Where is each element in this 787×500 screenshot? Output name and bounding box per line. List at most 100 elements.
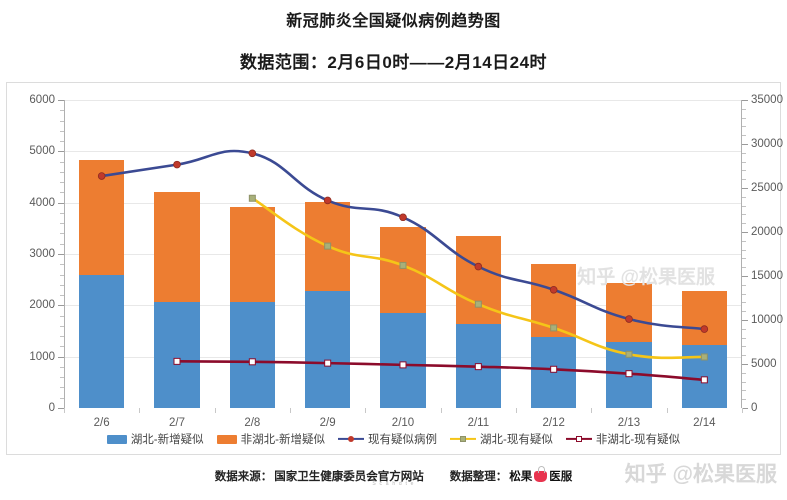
- legend-item[interactable]: 现有疑似病例: [338, 431, 437, 447]
- y-tick-minor-left: [60, 110, 64, 112]
- legend-swatch-line: [338, 434, 364, 444]
- data-point-marker[interactable]: [97, 172, 106, 180]
- y-tick-right: [742, 188, 748, 189]
- gridline: [64, 151, 742, 153]
- bar-segment[interactable]: [606, 282, 652, 343]
- line-series-path: [251, 196, 706, 360]
- data-point-marker[interactable]: [324, 242, 332, 250]
- y-tick-minor-left: [60, 325, 64, 327]
- data-point-marker[interactable]: [625, 370, 633, 378]
- data-point-marker[interactable]: [550, 324, 558, 332]
- bar-group[interactable]: [380, 100, 426, 408]
- y-axis-left-label: 1000: [29, 350, 55, 363]
- legend-item[interactable]: 湖北-现有疑似: [450, 431, 553, 447]
- data-point-marker[interactable]: [399, 213, 407, 222]
- y-tick-left: [58, 408, 64, 409]
- data-point-marker[interactable]: [700, 376, 708, 384]
- y-axis-right-label: 15000: [751, 270, 783, 282]
- bar-segment[interactable]: [79, 274, 125, 408]
- legend-label: 湖北-现有疑似: [480, 434, 553, 446]
- data-point-marker[interactable]: [248, 358, 256, 366]
- y-axis-left-label: 6000: [29, 94, 55, 106]
- legend-label: 非湖北-新增疑似: [240, 434, 325, 446]
- y-tick-minor-left: [60, 264, 64, 266]
- y-tick-right: [742, 276, 748, 277]
- y-axis-left-label: 4000: [29, 196, 55, 209]
- data-point-marker[interactable]: [324, 359, 332, 367]
- data-point-marker[interactable]: [173, 357, 181, 365]
- legend-swatch-bar: [106, 434, 127, 444]
- legend-item[interactable]: 非湖北-现有疑似: [565, 431, 681, 447]
- legend-item[interactable]: 非湖北-新增疑似: [216, 431, 325, 447]
- y-tick-minor-left: [60, 295, 64, 297]
- y-axis-right-label: 5000: [751, 358, 777, 370]
- data-point-marker[interactable]: [399, 361, 407, 369]
- bar-group[interactable]: [229, 100, 275, 408]
- y-tick-right: [742, 320, 748, 321]
- y-tick-minor-left: [60, 284, 64, 286]
- y-tick-minor-left: [60, 171, 64, 173]
- bar-segment[interactable]: [154, 301, 200, 408]
- y-tick-minor-right: [742, 223, 746, 225]
- y-tick-minor-left: [60, 141, 64, 143]
- legend-label: 非湖北-现有疑似: [595, 434, 681, 446]
- data-point-marker[interactable]: [474, 300, 482, 308]
- x-tick: [591, 408, 593, 413]
- bar-segment[interactable]: [154, 191, 200, 302]
- y-tick-left: [58, 100, 64, 101]
- bar-group[interactable]: [681, 100, 727, 408]
- brand-logo: 松果 医服: [509, 465, 573, 484]
- y-tick-right: [742, 144, 748, 145]
- gridline: [64, 100, 742, 101]
- data-point-marker[interactable]: [625, 350, 633, 358]
- x-axis-label: 2/12: [542, 417, 565, 429]
- y-tick-minor-left: [60, 336, 64, 338]
- data-point-marker[interactable]: [625, 315, 633, 323]
- bar-group[interactable]: [154, 100, 200, 408]
- bar-segment[interactable]: [380, 226, 426, 314]
- data-point-marker[interactable]: [399, 261, 407, 269]
- y-tick-minor-left: [60, 243, 64, 245]
- y-tick-left: [58, 254, 64, 255]
- y-tick-minor-left: [60, 192, 64, 194]
- legend-label: 现有疑似病例: [368, 434, 437, 446]
- data-point-marker[interactable]: [550, 365, 558, 373]
- y-tick-left: [58, 356, 64, 358]
- y-tick-minor-left: [60, 161, 64, 163]
- data-point-marker[interactable]: [474, 262, 483, 271]
- bar-segment[interactable]: [305, 291, 351, 408]
- line-series-layer: [97, 149, 709, 384]
- chart-frame: 0 1000 2000 3000 4000 5000 6000 0 5000 10000 1500…: [6, 82, 783, 455]
- legend-item[interactable]: 湖北-新增疑似: [106, 431, 204, 447]
- y-tick-left: [58, 202, 64, 204]
- y-tick-minor-right: [742, 381, 746, 383]
- y-tick-left: [58, 305, 64, 307]
- y-tick-minor-right: [742, 284, 746, 286]
- data-point-marker[interactable]: [248, 149, 257, 158]
- y-tick-minor-left: [60, 120, 64, 122]
- legend-marker: [460, 436, 466, 442]
- data-point-marker[interactable]: [248, 194, 256, 202]
- page-title: 新冠肺炎全国疑似病例趋势图: [286, 13, 501, 30]
- y-tick-minor-right: [742, 117, 746, 119]
- bar-segment[interactable]: [681, 291, 727, 346]
- data-point-marker[interactable]: [173, 160, 181, 169]
- brand-name-left: 松果: [509, 471, 533, 483]
- y-axis-left-label: 3000: [29, 248, 55, 260]
- data-point-marker[interactable]: [700, 325, 709, 333]
- y-tick-minor-right: [742, 399, 746, 401]
- y-tick-minor-right: [742, 249, 746, 251]
- data-point-marker[interactable]: [549, 285, 558, 294]
- bar-segment[interactable]: [229, 301, 275, 408]
- y-tick-right: [742, 408, 748, 409]
- y-tick-minor-right: [742, 293, 746, 295]
- bar-segment[interactable]: [380, 313, 426, 408]
- brand-name-right: 医服: [549, 471, 573, 483]
- data-point-marker[interactable]: [474, 363, 482, 371]
- data-point-marker[interactable]: [700, 353, 708, 361]
- y-tick-minor-left: [60, 315, 64, 317]
- bar-segment[interactable]: [229, 207, 275, 302]
- data-point-marker[interactable]: [323, 196, 332, 205]
- y-tick-minor-left: [60, 366, 64, 368]
- x-axis-label: 2/14: [693, 417, 716, 429]
